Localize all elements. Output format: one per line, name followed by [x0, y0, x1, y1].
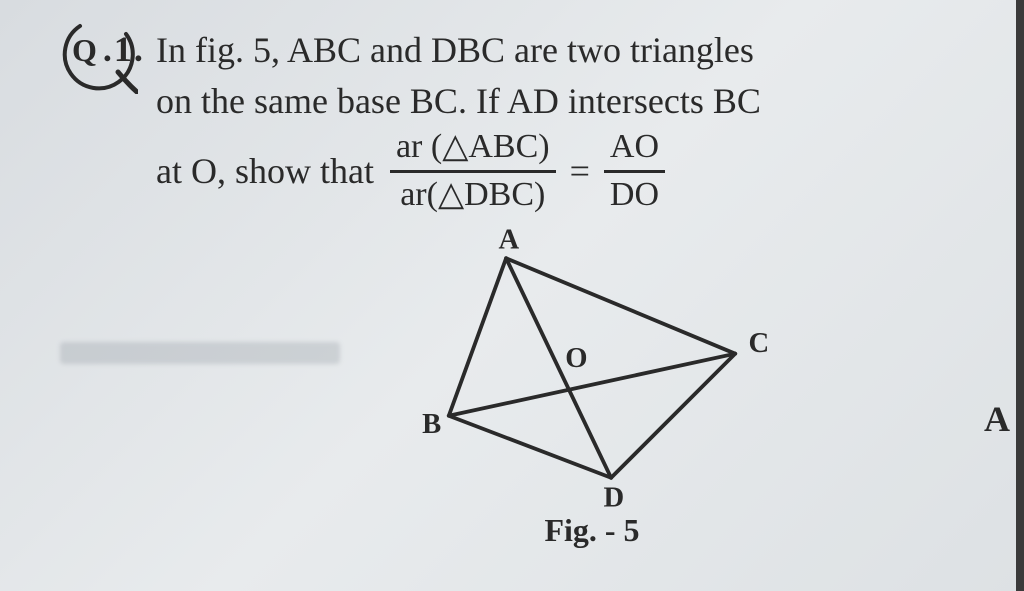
partial-edge-text: A: [984, 398, 1010, 440]
question-line-2: on the same base BC. If AD intersects BC: [156, 77, 984, 126]
question-prefix: Q: [72, 32, 97, 69]
page-content: Q . 1 . In fig. 5, ABC and DBC are two t…: [0, 0, 1024, 559]
page-edge-shadow: [1016, 0, 1024, 591]
question-line-1: In fig. 5, ABC and DBC are two triangles: [156, 26, 984, 75]
equals-sign: =: [570, 147, 590, 196]
fraction-segments: AO DO: [604, 127, 665, 216]
diagram-edge: [611, 353, 735, 477]
vertex-label-b: B: [422, 408, 441, 440]
question-block: Q . 1 . In fig. 5, ABC and DBC are two t…: [60, 20, 984, 218]
fraction-areas-den: ar(△DBC): [394, 175, 551, 216]
question-number: 1: [114, 28, 132, 70]
figure-caption: Fig. - 5: [544, 512, 639, 549]
fraction-bar-1: [390, 170, 556, 173]
figure-area: A B C D O Fig. - 5: [200, 228, 984, 549]
fraction-segments-den: DO: [604, 175, 665, 216]
fraction-areas: ar (△ABC) ar(△DBC): [390, 127, 556, 216]
diagram-edge: [506, 258, 735, 353]
vertex-label-a: A: [498, 228, 519, 256]
question-number-text: Q . 1 .: [72, 28, 145, 70]
question-text: In fig. 5, ABC and DBC are two triangles…: [156, 20, 984, 218]
diagram-edge: [449, 353, 735, 415]
fraction-bar-2: [604, 170, 665, 173]
vertex-label-d: D: [603, 481, 624, 508]
question-dot: .: [103, 28, 112, 70]
question-line-3: at O, show that ar (△ABC) ar(△DBC) = AO …: [156, 127, 984, 216]
fraction-segments-num: AO: [604, 127, 665, 168]
question-number-badge: Q . 1 .: [60, 16, 138, 94]
print-shadow-artifact: [60, 342, 340, 364]
fraction-areas-num: ar (△ABC): [390, 127, 556, 168]
vertex-label-o: O: [565, 342, 587, 374]
question-dot2: .: [134, 28, 143, 70]
geometry-diagram: A B C D O: [382, 228, 802, 508]
vertex-label-c: C: [749, 327, 770, 359]
diagram-edge: [449, 258, 506, 416]
question-line3-lead: at O, show that: [156, 147, 374, 196]
